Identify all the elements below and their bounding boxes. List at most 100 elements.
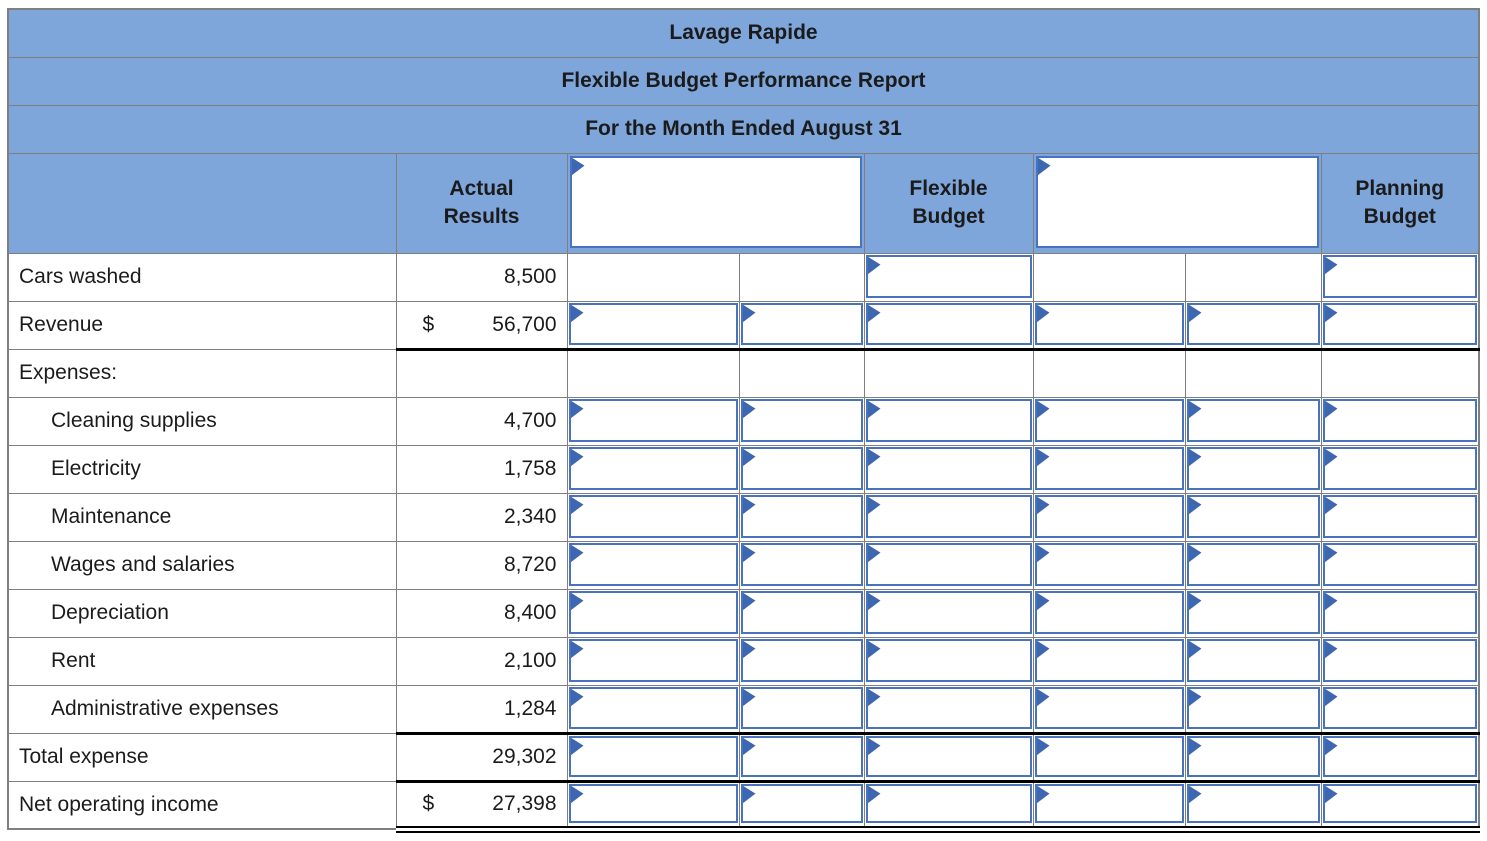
title-row-period: For the Month Ended August 31: [7, 104, 1480, 154]
input-admin-d[interactable]: [740, 686, 863, 729]
input-wages-flexible[interactable]: [865, 542, 1032, 586]
input-revenue-d[interactable]: [740, 302, 863, 345]
grid-cell: [566, 636, 740, 686]
input-net-f[interactable]: [1034, 784, 1184, 822]
grid-cell: [566, 444, 740, 494]
flag-icon: [1324, 304, 1338, 323]
row-label: Cars washed: [7, 252, 397, 302]
input-maintenance-planning[interactable]: [1322, 494, 1477, 538]
flag-icon: [570, 448, 584, 467]
input-total-planning[interactable]: [1322, 736, 1477, 777]
input-net-g[interactable]: [1186, 784, 1320, 822]
input-net-flexible[interactable]: [865, 784, 1032, 822]
input-wages-d[interactable]: [740, 542, 863, 586]
input-rent-g[interactable]: [1186, 638, 1320, 682]
input-electricity-g[interactable]: [1186, 446, 1320, 490]
input-total-g[interactable]: [1186, 736, 1320, 777]
input-admin-g[interactable]: [1186, 686, 1320, 729]
input-rent-c[interactable]: [568, 638, 738, 682]
input-electricity-planning[interactable]: [1322, 446, 1477, 490]
table-row-total-expense: Total expense 29,302: [7, 731, 1480, 782]
grid-cell: [863, 636, 1034, 686]
input-electricity-f[interactable]: [1034, 446, 1184, 490]
flag-icon: [867, 544, 881, 563]
input-rent-f[interactable]: [1034, 638, 1184, 682]
input-maintenance-f[interactable]: [1034, 494, 1184, 538]
input-depreciation-c[interactable]: [568, 590, 738, 634]
input-total-c[interactable]: [568, 736, 738, 777]
input-rent-d[interactable]: [740, 638, 863, 682]
flag-icon: [1036, 592, 1050, 611]
header-input-left[interactable]: [569, 155, 862, 248]
grid-cell: [738, 396, 865, 446]
input-maintenance-d[interactable]: [740, 494, 863, 538]
input-revenue-c[interactable]: [568, 302, 738, 345]
input-rent-flexible[interactable]: [865, 638, 1032, 682]
input-rent-planning[interactable]: [1322, 638, 1477, 682]
input-depreciation-g[interactable]: [1186, 590, 1320, 634]
grid-cell: [738, 684, 865, 734]
input-wages-f[interactable]: [1034, 542, 1184, 586]
col-header-label: Actual Results: [443, 176, 520, 228]
input-cleaning-c[interactable]: [568, 398, 738, 442]
input-admin-planning[interactable]: [1322, 686, 1477, 729]
grid-cell: [738, 252, 865, 302]
input-admin-c[interactable]: [568, 686, 738, 729]
input-depreciation-d[interactable]: [740, 590, 863, 634]
input-depreciation-flexible[interactable]: [865, 590, 1032, 634]
input-revenue-flexible[interactable]: [865, 302, 1032, 345]
flag-icon: [867, 496, 881, 515]
input-depreciation-f[interactable]: [1034, 590, 1184, 634]
input-cleaning-flexible[interactable]: [865, 398, 1032, 442]
grid-cell: [863, 731, 1034, 782]
input-net-c[interactable]: [568, 784, 738, 822]
flag-icon: [1188, 640, 1202, 659]
actual-value: 4,700: [395, 396, 568, 446]
grid-cell: [1320, 684, 1480, 734]
input-wages-g[interactable]: [1186, 542, 1320, 586]
input-cleaning-planning[interactable]: [1322, 398, 1477, 442]
currency-symbol: $: [422, 792, 435, 815]
grid-cell: [1184, 540, 1322, 590]
input-admin-f[interactable]: [1034, 686, 1184, 729]
grid-cell: [1320, 779, 1480, 833]
input-net-planning[interactable]: [1322, 784, 1477, 822]
grid-cell: [566, 588, 740, 638]
input-wages-c[interactable]: [568, 542, 738, 586]
input-cleaning-d[interactable]: [740, 398, 863, 442]
input-total-d[interactable]: [740, 736, 863, 777]
amount: 29,302: [492, 745, 557, 768]
grid-cell: [1184, 252, 1322, 302]
input-electricity-c[interactable]: [568, 446, 738, 490]
input-revenue-g[interactable]: [1186, 302, 1320, 345]
grid-cell: [738, 492, 865, 542]
flexible-budget-performance-table: Lavage Rapide Flexible Budget Performanc…: [7, 8, 1480, 833]
header-input-right[interactable]: [1035, 155, 1319, 248]
grid-cell: [1032, 492, 1186, 542]
grid-cell: [1184, 684, 1322, 734]
table-row-net-operating-income: Net operating income $ 27,398: [7, 779, 1480, 833]
input-wages-planning[interactable]: [1322, 542, 1477, 586]
input-cleaning-f[interactable]: [1034, 398, 1184, 442]
input-maintenance-flexible[interactable]: [865, 494, 1032, 538]
input-total-flexible[interactable]: [865, 736, 1032, 777]
flag-icon: [1188, 304, 1202, 323]
input-admin-flexible[interactable]: [865, 686, 1032, 729]
input-electricity-d[interactable]: [740, 446, 863, 490]
input-electricity-flexible[interactable]: [865, 446, 1032, 490]
input-revenue-planning[interactable]: [1322, 302, 1477, 345]
input-maintenance-c[interactable]: [568, 494, 738, 538]
input-cleaning-g[interactable]: [1186, 398, 1320, 442]
input-revenue-f[interactable]: [1034, 302, 1184, 345]
actual-value: 2,340: [395, 492, 568, 542]
actual-value: 1,284: [395, 684, 568, 734]
input-cars-washed-planning[interactable]: [1322, 254, 1477, 298]
flag-icon: [867, 256, 881, 275]
grid-cell: [863, 492, 1034, 542]
input-cars-washed-flexible[interactable]: [865, 254, 1032, 298]
input-depreciation-planning[interactable]: [1322, 590, 1477, 634]
input-maintenance-g[interactable]: [1186, 494, 1320, 538]
flag-icon: [867, 688, 881, 707]
input-net-d[interactable]: [740, 784, 863, 822]
input-total-f[interactable]: [1034, 736, 1184, 777]
